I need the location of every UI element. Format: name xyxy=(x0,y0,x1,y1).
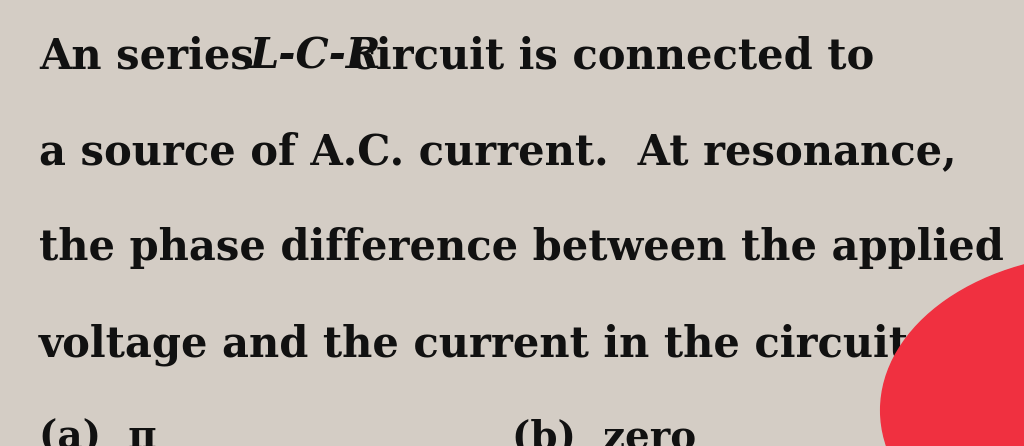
Ellipse shape xyxy=(881,254,1024,446)
Text: An series: An series xyxy=(39,36,268,78)
Text: (b)  zero: (b) zero xyxy=(512,419,696,446)
Text: L-C-R: L-C-R xyxy=(250,36,381,78)
Text: circuit is connected to: circuit is connected to xyxy=(336,36,873,78)
Text: (a)  π: (a) π xyxy=(39,419,157,446)
Text: a source of A.C. current.  At resonance,: a source of A.C. current. At resonance, xyxy=(39,132,956,173)
Text: the phase difference between the applied: the phase difference between the applied xyxy=(39,227,1004,269)
Text: voltage and the current in the circuit, is: voltage and the current in the circuit, … xyxy=(39,323,977,366)
